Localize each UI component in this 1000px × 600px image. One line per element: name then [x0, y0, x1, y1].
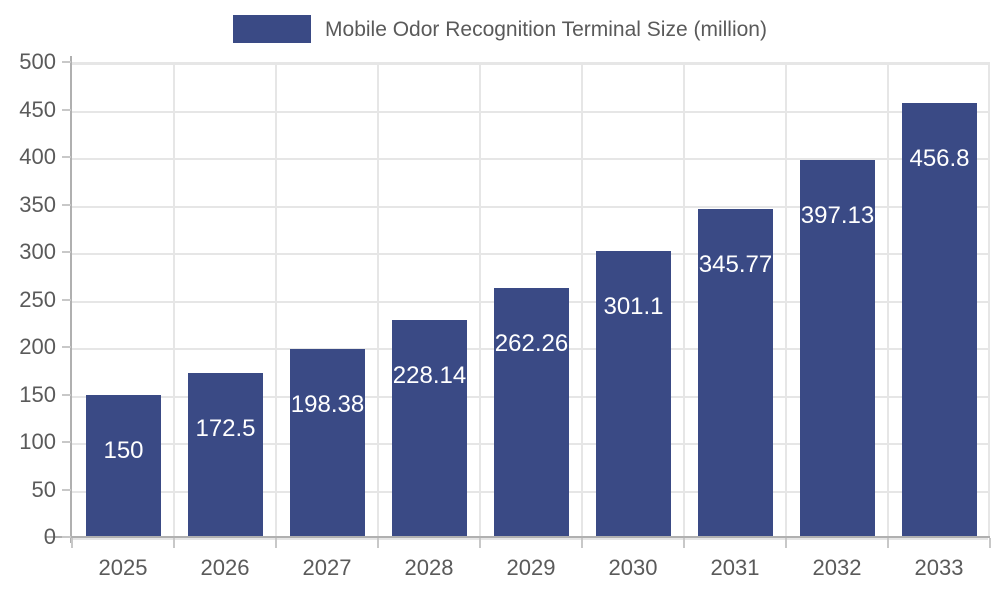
y-axis-label-450: 450 [19, 96, 56, 122]
y-axis-label-400: 400 [19, 144, 56, 169]
y-axis-label-500: 500 [19, 49, 56, 74]
bar-2033[interactable] [902, 103, 977, 537]
gridline-horizontal [72, 253, 988, 255]
y-axis-label-0: 0 [43, 524, 56, 549]
gridline-vertical [479, 64, 481, 537]
x-axis-label-2033: 2033 [914, 555, 964, 580]
y-axis-tick [62, 488, 71, 491]
y-axis-tick [62, 251, 71, 253]
y-axis-line [70, 56, 72, 543]
x-axis-tick [581, 538, 583, 548]
y-axis-tick [62, 203, 71, 206]
x-axis-label-2026: 2026 [200, 555, 250, 580]
x-axis-tick [173, 538, 175, 548]
x-axis-tick [377, 538, 379, 548]
bar-2031[interactable] [698, 208, 773, 537]
x-axis-tick [887, 538, 889, 548]
y-axis-tick [62, 108, 71, 111]
gridline-vertical [785, 64, 787, 537]
bar-2028[interactable] [392, 320, 467, 537]
legend-label-mobile-odor-recognition-terminal-size: Mobile Odor Recognition Terminal Size (m… [325, 17, 767, 41]
y-axis-label-250: 250 [19, 286, 56, 312]
y-axis-label-350: 350 [19, 191, 56, 217]
x-axis-label-2031: 2031 [710, 555, 760, 580]
x-axis-tick [785, 538, 787, 548]
bar-2026[interactable] [188, 373, 263, 537]
gridline-horizontal [72, 110, 988, 113]
gridline-horizontal [72, 205, 988, 208]
y-axis-tick [62, 346, 71, 348]
bar-2027[interactable] [290, 348, 365, 537]
bar-2029[interactable] [494, 287, 569, 537]
gridline-vertical [275, 64, 277, 537]
y-axis-label-200: 200 [19, 334, 56, 359]
gridline-vertical [887, 64, 889, 537]
plot-area: 150 172.5 198.38 228.14 262.26 301.1 345.77 397… [72, 62, 990, 540]
y-axis-label-100: 100 [19, 429, 56, 454]
x-axis-tick [683, 538, 685, 548]
x-axis-tick [989, 538, 991, 548]
x-axis-label-2032: 2032 [812, 555, 862, 580]
gridline-vertical [581, 64, 583, 537]
legend-swatch-mobile-odor-recognition-terminal-size [233, 15, 312, 43]
bar-2030[interactable] [596, 250, 671, 537]
gridline-horizontal [72, 158, 988, 160]
gridline-horizontal [72, 63, 988, 65]
x-axis-tick [479, 538, 481, 548]
x-axis-line [46, 536, 990, 538]
gridline-vertical [683, 64, 685, 537]
gridline-vertical [173, 64, 175, 537]
y-axis-label-50: 50 [31, 476, 56, 502]
x-axis-label-2025: 2025 [98, 555, 148, 580]
y-axis-tick [62, 61, 71, 63]
gridline-vertical [377, 64, 379, 537]
x-axis-tick [71, 538, 73, 548]
y-axis-label-300: 300 [19, 239, 56, 264]
y-axis-tick [62, 393, 71, 396]
gridline-horizontal [72, 538, 988, 540]
y-axis-tick [62, 441, 71, 443]
chart-legend: Mobile Odor Recognition Terminal Size (m… [0, 0, 1000, 58]
bar-2025[interactable] [86, 394, 161, 537]
x-axis-label-2027: 2027 [302, 555, 352, 580]
bar-2032[interactable] [800, 159, 875, 537]
y-axis-tick [62, 298, 71, 301]
y-axis-tick [62, 536, 71, 538]
x-axis-label-2028: 2028 [404, 555, 454, 580]
y-axis-tick [62, 156, 71, 158]
x-axis-label-2030: 2030 [608, 555, 658, 580]
y-axis-label-150: 150 [19, 381, 56, 407]
x-axis-label-2029: 2029 [506, 555, 556, 580]
x-axis-tick [275, 538, 277, 548]
